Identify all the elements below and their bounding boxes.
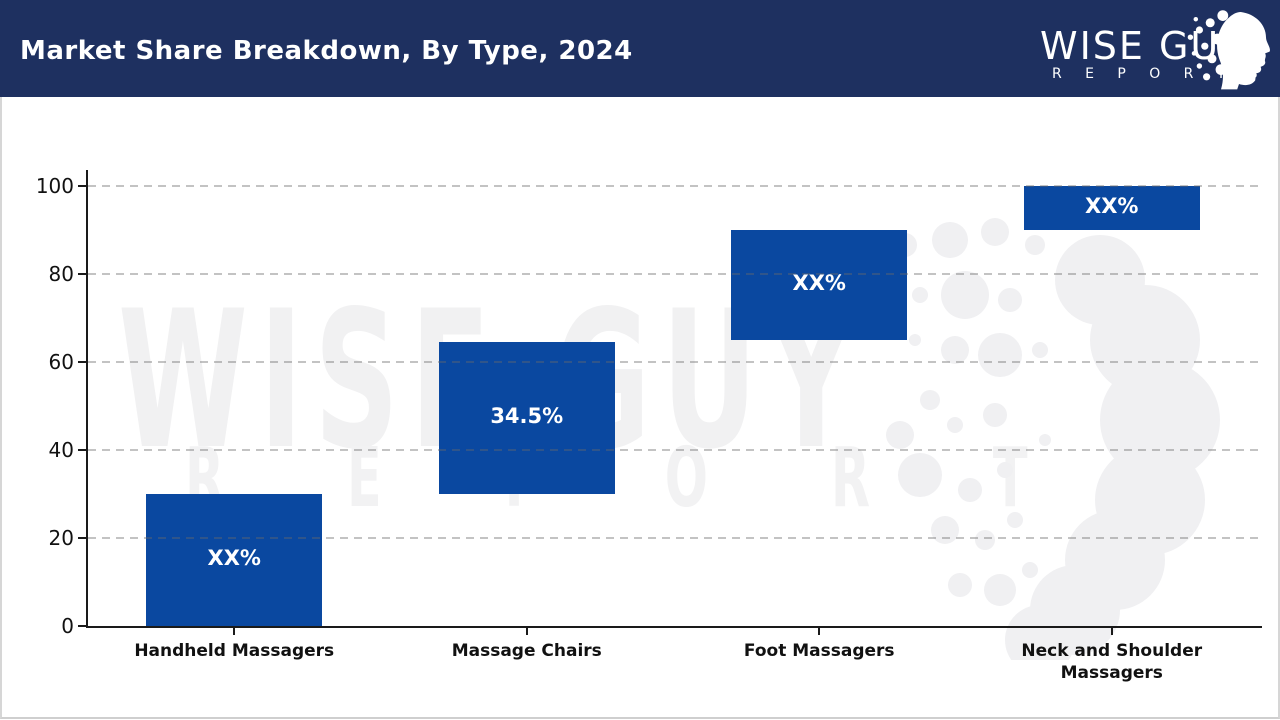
gridline-20	[88, 537, 1258, 539]
bar-value-label: XX%	[792, 271, 846, 295]
y-tick-mark	[78, 273, 86, 275]
bar-value-label: 34.5%	[490, 404, 564, 429]
y-tick-mark	[78, 361, 86, 363]
x-category-label: Foot Massagers	[743, 641, 895, 661]
y-tick-label: 80	[48, 262, 74, 286]
x-tick-mark	[1110, 628, 1113, 635]
watermark-subtext: R E P O R T S	[185, 431, 1246, 526]
x-category-label: Neck and Shoulder Massagers	[1021, 641, 1203, 683]
y-tick-label: 0	[61, 614, 74, 638]
y-tick-label: 60	[48, 350, 74, 374]
y-axis-line	[86, 170, 88, 628]
x-tick-mark	[525, 628, 528, 635]
bar-value-label: XX%	[1085, 194, 1139, 218]
y-tick-label: 100	[35, 174, 74, 198]
y-tick-mark	[78, 185, 86, 187]
x-axis-line	[86, 626, 1262, 628]
y-tick-mark	[78, 537, 86, 539]
x-category-label: Massage Chairs	[451, 641, 602, 661]
bar-4	[1023, 186, 1200, 230]
y-tick-label: 40	[48, 438, 74, 462]
gridline-60	[88, 361, 1258, 363]
y-tick-label: 20	[48, 526, 74, 550]
chart-title: Market Share Breakdown, By Type, 2024	[20, 36, 633, 66]
x-category-label: Handheld Massagers	[134, 641, 335, 661]
x-tick-mark	[818, 628, 821, 635]
bar-3	[731, 230, 908, 340]
gridline-100	[88, 185, 1258, 187]
bar-value-label: XX%	[207, 546, 261, 570]
x-tick-mark	[233, 628, 236, 635]
y-tick-mark	[78, 449, 86, 451]
logo-head-icon	[1187, 10, 1270, 90]
gridline-40	[88, 449, 1258, 451]
header-bar: Market Share Breakdown, By Type, 2024 WI…	[0, 0, 1280, 97]
watermark-head-icon	[886, 218, 1220, 660]
y-tick-mark	[78, 625, 86, 627]
gridline-80	[88, 273, 1258, 275]
bar-1	[146, 494, 323, 626]
bar-2	[438, 342, 615, 494]
